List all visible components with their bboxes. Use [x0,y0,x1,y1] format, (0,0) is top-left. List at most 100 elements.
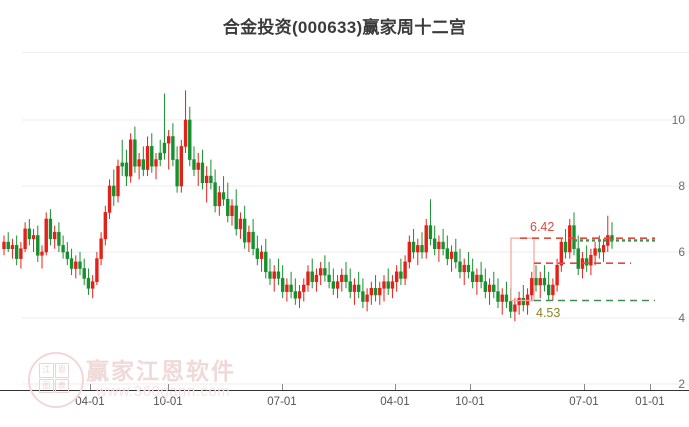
candle-body [348,281,352,292]
candle-body [470,271,475,283]
candle-body [48,218,53,240]
candle-body [399,271,403,279]
candle-body [175,159,179,187]
candle-body [259,251,264,259]
candle-body [44,218,48,253]
candle-body [475,274,479,283]
candle-body [52,231,57,240]
candle-body [369,288,374,296]
candle-body [525,294,530,306]
candle-body [352,284,357,292]
candle-body [356,284,361,292]
candle-body [487,284,492,292]
candle-body [154,159,158,167]
candle-body [513,304,517,312]
y-axis-tick-label: 10 [671,113,685,127]
candle-body [500,294,504,302]
candle-body [445,248,450,259]
candle-body [112,185,116,197]
plot-top-border [22,52,689,53]
candle-body [183,119,188,147]
candle-body [285,284,289,292]
candle-body [2,241,6,250]
candle-body [555,264,559,286]
candle-body [196,162,200,170]
candle-body [217,192,222,207]
candle-body [449,251,454,259]
candle-body [466,264,471,273]
candle-body [361,291,365,302]
candle-body [65,251,70,259]
candle-body [268,271,272,279]
candle-body [496,291,500,302]
candle-body [340,274,344,283]
candle-body [280,278,285,292]
candle-body [310,271,314,283]
candle-body [601,245,606,253]
candle-body [192,159,196,170]
candle-body [137,159,141,167]
candle-body [36,235,40,256]
candle-body [234,205,238,230]
x-axis-tick-label: 04-01 [380,396,410,408]
candle-body [572,225,576,250]
candle-body [331,281,336,289]
candle-body [428,225,433,240]
x-axis-tick-label: 10-01 [153,396,183,408]
candle-body [386,281,390,289]
candle-body [107,185,112,213]
candle-body [57,231,61,246]
x-axis-tick [168,384,169,390]
candle-body [394,271,399,283]
candlestick-plot [0,52,689,385]
candle-body [314,274,319,283]
y-axis-tick-label: 4 [678,311,685,325]
candle-body [27,228,32,240]
candle-body [162,142,167,154]
candle-body [382,281,386,289]
x-axis-line [0,390,689,391]
plot-canvas [2,90,689,385]
candle-body [204,175,209,183]
candle-body [128,139,133,177]
candle-body [508,301,513,312]
candle-body [432,238,437,250]
candle-body [10,245,15,249]
x-axis-tick [650,384,651,390]
candle-body [6,241,10,250]
candle-body [19,248,23,259]
candle-body [462,264,466,273]
candle-body [238,218,243,230]
candle-body [327,274,331,283]
x-axis-tick-label: 01-01 [635,396,665,408]
candle-body [593,248,597,256]
candle-body [74,261,78,269]
candle-body [297,291,302,299]
candle-body [145,146,150,170]
candle-body [124,162,129,177]
candle-body [230,205,234,217]
candle-body [188,119,192,160]
candle-body [242,218,247,243]
candle-body [120,162,124,167]
candle-body [344,274,348,283]
candle-body [251,231,255,249]
candle-body [116,165,120,197]
candle-body [166,136,171,144]
candle-body [483,281,488,292]
candle-body [563,241,568,253]
candle-body [504,294,509,302]
x-axis-tick [395,384,396,390]
candle-body [150,146,154,167]
candle-body [551,284,555,296]
candle-body [31,235,36,240]
y-axis-tick-label: 6 [678,245,685,259]
candle-body [584,258,589,266]
candle-body [407,241,412,263]
candle-body [306,271,310,286]
candle-body [90,281,95,289]
candle-body [441,241,445,250]
candle-body [86,278,91,289]
candle-body [61,245,65,253]
